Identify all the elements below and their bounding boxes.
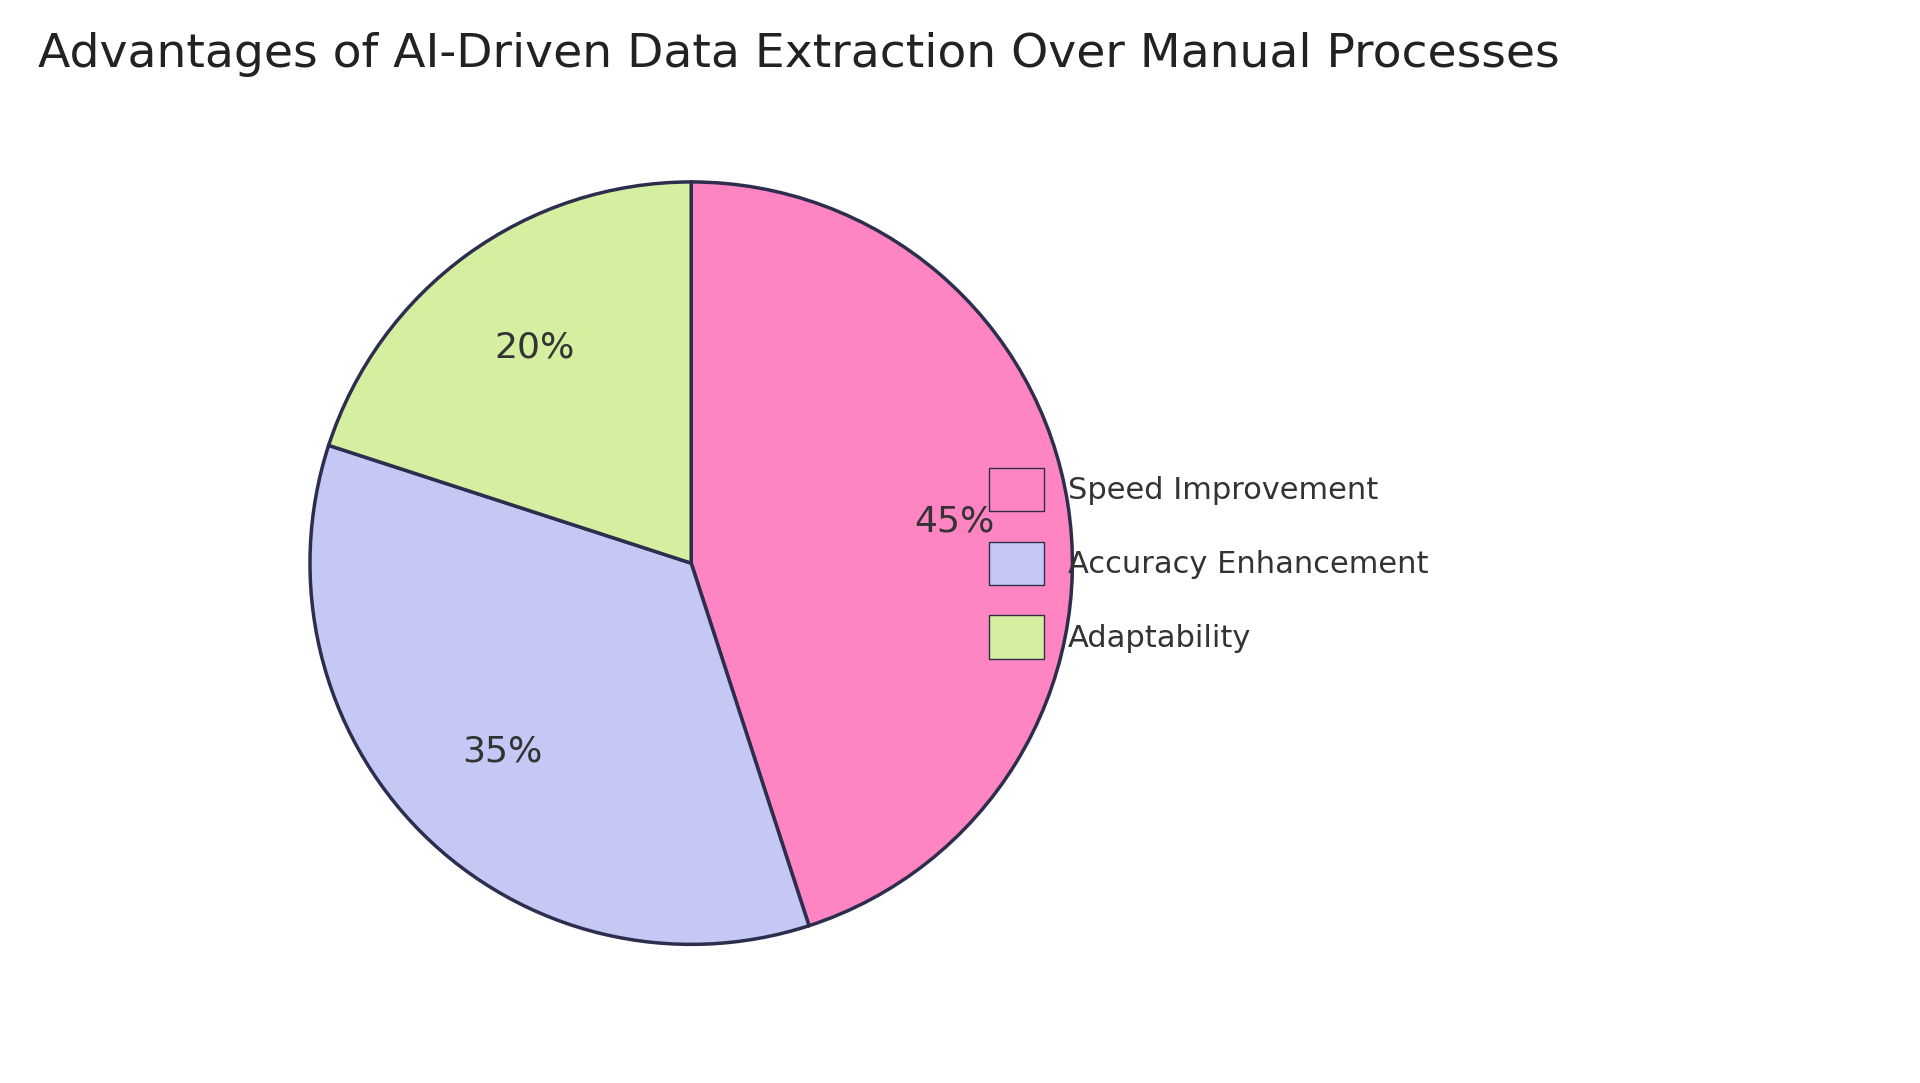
Text: 35%: 35% [463, 735, 543, 769]
Wedge shape [328, 182, 691, 563]
Text: Advantages of AI-Driven Data Extraction Over Manual Processes: Advantages of AI-Driven Data Extraction … [38, 32, 1561, 78]
Wedge shape [691, 182, 1073, 926]
Text: 20%: 20% [493, 330, 574, 364]
Text: 45%: 45% [914, 505, 995, 538]
Wedge shape [309, 445, 808, 944]
Legend: Speed Improvement, Accuracy Enhancement, Adaptability: Speed Improvement, Accuracy Enhancement,… [973, 453, 1444, 674]
